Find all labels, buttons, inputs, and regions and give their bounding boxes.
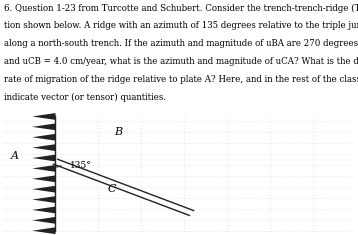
Polygon shape [32,227,55,234]
Polygon shape [32,155,55,161]
Polygon shape [32,113,55,120]
Text: A: A [11,151,19,161]
Polygon shape [32,144,55,151]
Text: and uCB = 4.0 cm/year, what is the azimuth and magnitude of uCA? What is the dir: and uCB = 4.0 cm/year, what is the azimu… [4,57,358,66]
Polygon shape [32,134,55,141]
Text: C: C [107,184,116,194]
Text: indicate vector (or tensor) quantities.: indicate vector (or tensor) quantities. [4,93,166,102]
Polygon shape [32,165,55,172]
Polygon shape [32,186,55,193]
Polygon shape [32,175,55,182]
Polygon shape [32,196,55,203]
Text: rate of migration of the ridge relative to plate A? Here, and in the rest of the: rate of migration of the ridge relative … [4,75,358,84]
Text: tion shown below. A ridge with an azimuth of 135 degrees relative to the triple : tion shown below. A ridge with an azimut… [4,21,358,30]
Text: 6. Question 1-23 from Turcotte and Schubert. Consider the trench-trench-ridge (T: 6. Question 1-23 from Turcotte and Schub… [4,4,358,13]
Text: B: B [115,127,123,137]
Polygon shape [32,217,55,224]
Text: 135°: 135° [70,161,92,170]
Polygon shape [32,123,55,130]
Polygon shape [32,207,55,213]
Text: along a north-south trench. If the azimuth and magnitude of uBA are 270 degrees : along a north-south trench. If the azimu… [4,39,358,48]
